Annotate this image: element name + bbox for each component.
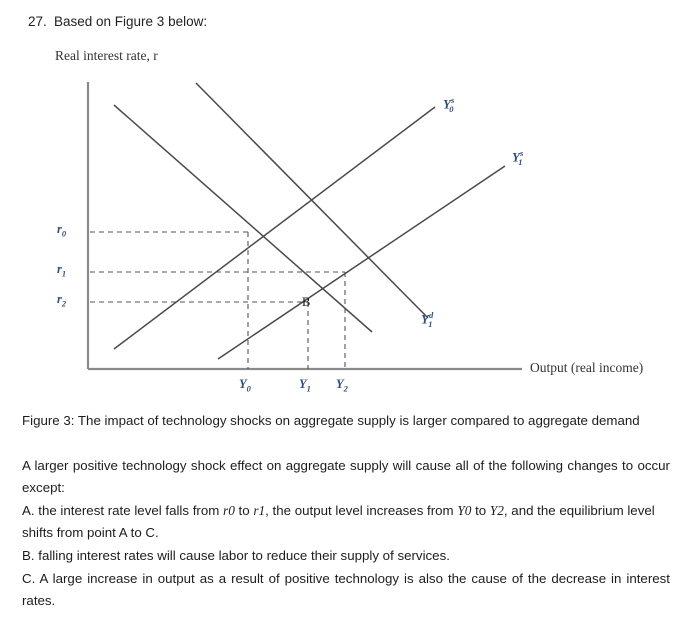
demand-1-sup: d	[428, 310, 434, 320]
y-tick-r2-base: r	[57, 292, 62, 306]
x-tick-y2-base: Y	[336, 377, 344, 391]
supply-0-sub: 0	[449, 103, 454, 114]
option-a-mid3: to	[471, 503, 490, 518]
supply-curve-0-label: Ys0	[443, 95, 454, 114]
option-a-var-r0: r0	[223, 503, 235, 518]
y-tick-r1-sub: 1	[61, 268, 67, 279]
option-a-mid2: , the output level increases from	[265, 503, 458, 518]
x-tick-y1-base: Y	[299, 377, 307, 391]
figure-3-diagram: Ys0 Ys1 Yd1 B r0 r1 r2 Y0 Y1 Y2	[0, 70, 690, 400]
question-number: 27.	[28, 14, 47, 29]
option-c: C. A large increase in output as a resul…	[22, 571, 670, 608]
option-a-var-y2: Y2	[489, 503, 504, 518]
y-axis-title: Real interest rate, r	[55, 48, 158, 63]
supply-1-base: Y	[512, 149, 520, 165]
x-tick-label-y0: Y0	[239, 377, 251, 394]
question-header: 27. Based on Figure 3 below:	[28, 14, 207, 29]
question-stem: Based on Figure 3 below:	[54, 14, 208, 29]
demand-curve-0	[113, 104, 373, 333]
question-prompt: A larger positive technology shock effec…	[22, 458, 670, 495]
supply-curve-1	[217, 165, 506, 360]
y-tick-label-r1: r1	[57, 262, 66, 279]
y-tick-label-r2: r2	[57, 292, 66, 309]
option-a-mid1: to	[234, 503, 254, 518]
supply-curve-0	[113, 106, 436, 350]
option-a-var-y0: Y0	[457, 503, 472, 518]
demand-1-base: Y	[421, 311, 429, 327]
x-tick-y1-sub: 1	[306, 383, 311, 394]
demand-curve-1-label: Yd1	[421, 310, 434, 329]
option-a: A. the interest rate level falls from r0…	[22, 500, 674, 543]
x-axis-title: Output (real income)	[530, 360, 644, 375]
option-a-var-r1: r1	[253, 503, 266, 518]
x-tick-y2-sub: 2	[343, 383, 348, 394]
option-a-end: , and the equilibrium level shifts from …	[22, 503, 655, 540]
y-tick-r0-sub: 0	[61, 228, 67, 239]
option-a-pre: A. the interest rate level falls from	[22, 503, 224, 518]
x-tick-label-y1: Y1	[299, 377, 311, 394]
supply-0-sup: s	[450, 95, 455, 105]
x-tick-y0-sub: 0	[246, 383, 251, 394]
figure-caption: Figure 3: The impact of technology shock…	[22, 413, 640, 428]
supply-curve-1-label: Ys1	[512, 148, 523, 167]
equilibrium-point-b-label: B	[302, 295, 311, 309]
y-tick-r2-sub: 2	[61, 298, 67, 309]
x-tick-y0-base: Y	[239, 377, 247, 391]
demand-1-sub: 1	[428, 318, 433, 329]
y-tick-r0-base: r	[57, 222, 62, 236]
y-tick-label-r0: r0	[57, 222, 66, 239]
option-b: B. falling interest rates will cause lab…	[22, 548, 450, 563]
supply-1-sub: 1	[518, 156, 523, 167]
x-tick-label-y2: Y2	[336, 377, 348, 394]
y-tick-r1-base: r	[57, 262, 62, 276]
supply-1-sup: s	[519, 148, 524, 158]
supply-0-base: Y	[443, 96, 451, 112]
